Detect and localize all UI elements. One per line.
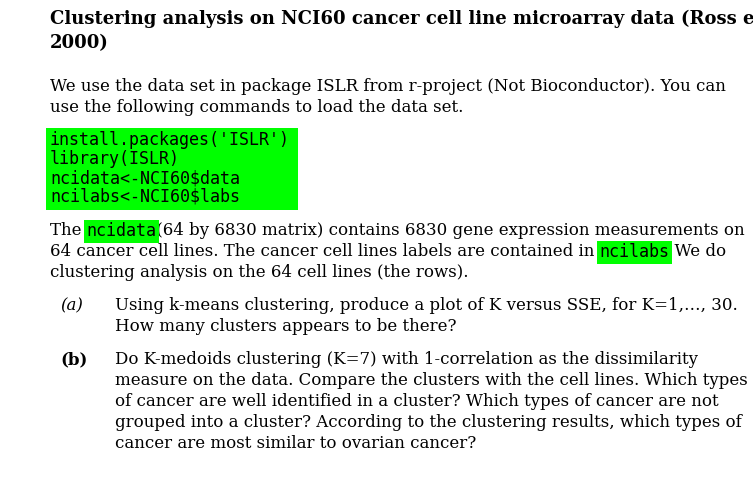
Text: (64 by 6830 matrix) contains 6830 gene expression measurements on: (64 by 6830 matrix) contains 6830 gene e… xyxy=(151,222,745,239)
Text: install.packages('ISLR'): install.packages('ISLR') xyxy=(50,131,290,149)
Text: 2000): 2000) xyxy=(50,34,109,52)
Text: (a): (a) xyxy=(60,297,83,314)
Text: 64 cancer cell lines. The cancer cell lines labels are contained in: 64 cancer cell lines. The cancer cell li… xyxy=(50,243,599,260)
Text: clustering analysis on the 64 cell lines (the rows).: clustering analysis on the 64 cell lines… xyxy=(50,264,468,281)
Text: . We do: . We do xyxy=(663,243,726,260)
Text: We use the data set in package ISLR from r-project (Not Bioconductor). You can: We use the data set in package ISLR from… xyxy=(50,78,726,95)
Text: The: The xyxy=(50,222,87,239)
Text: ncidata: ncidata xyxy=(87,222,157,240)
Text: ncilabs<-NCI60$labs: ncilabs<-NCI60$labs xyxy=(50,188,240,206)
Text: ncidata<-NCI60$data: ncidata<-NCI60$data xyxy=(50,169,240,187)
Text: grouped into a cluster? According to the clustering results, which types of: grouped into a cluster? According to the… xyxy=(115,414,742,431)
Text: How many clusters appears to be there?: How many clusters appears to be there? xyxy=(115,318,456,335)
Text: library(ISLR): library(ISLR) xyxy=(50,150,180,168)
Text: Using k-means clustering, produce a plot of K versus SSE, for K=1,…, 30.: Using k-means clustering, produce a plot… xyxy=(115,297,738,314)
Text: Do K-medoids clustering (K=7) with 1-correlation as the dissimilarity: Do K-medoids clustering (K=7) with 1-cor… xyxy=(115,351,698,368)
Text: use the following commands to load the data set.: use the following commands to load the d… xyxy=(50,99,463,116)
Text: ncilabs: ncilabs xyxy=(599,243,669,261)
Text: of cancer are well identified in a cluster? Which types of cancer are not: of cancer are well identified in a clust… xyxy=(115,393,718,410)
Text: (b): (b) xyxy=(60,351,87,368)
Text: Clustering analysis on NCI60 cancer cell line microarray data (Ross et al.: Clustering analysis on NCI60 cancer cell… xyxy=(50,10,753,28)
Bar xyxy=(46,128,298,210)
Text: measure on the data. Compare the clusters with the cell lines. Which types: measure on the data. Compare the cluster… xyxy=(115,372,748,389)
Text: cancer are most similar to ovarian cancer?: cancer are most similar to ovarian cance… xyxy=(115,435,476,452)
